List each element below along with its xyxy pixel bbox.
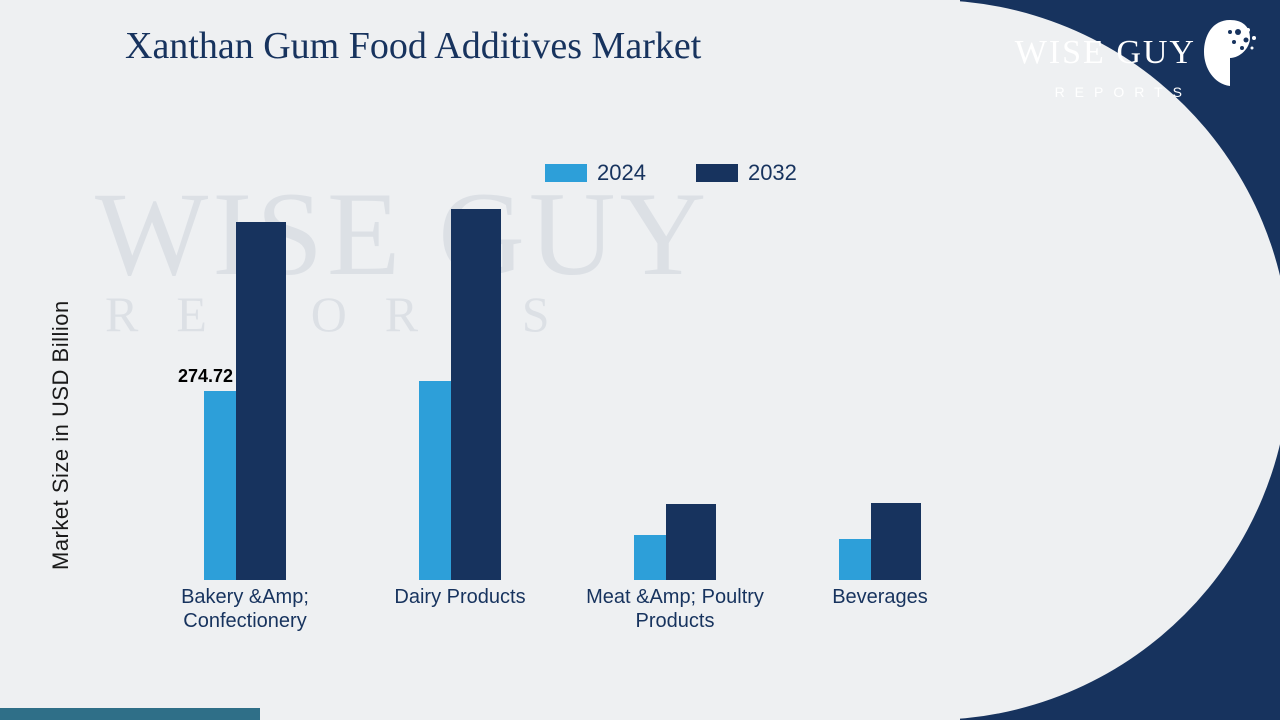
bar-pair — [385, 195, 535, 580]
legend-item-2024: 2024 — [545, 160, 646, 186]
legend-label-2032: 2032 — [748, 160, 797, 186]
legend-swatch-2032 — [696, 164, 738, 182]
logo-head-icon — [1200, 18, 1260, 88]
bar-2032 — [871, 503, 921, 580]
bar-group: Meat &Amp; Poultry Products — [600, 195, 750, 580]
x-axis-label: Meat &Amp; Poultry Products — [580, 585, 770, 633]
bar-group: Beverages — [805, 195, 955, 580]
legend: 2024 2032 — [545, 160, 797, 186]
legend-label-2024: 2024 — [597, 160, 646, 186]
brand-logo: WISE GUY REPORTS — [980, 18, 1260, 108]
chart-title: Xanthan Gum Food Additives Market — [125, 24, 701, 68]
bottom-accent-bar — [0, 708, 260, 720]
bar-pair — [170, 195, 320, 580]
y-axis-label: Market Size in USD Billion — [48, 300, 74, 570]
bar-2032 — [451, 209, 501, 580]
bar-pair — [600, 195, 750, 580]
logo-main-text: WISE GUY — [1015, 34, 1196, 72]
x-axis-label: Dairy Products — [365, 585, 555, 609]
bar-group: 274.72Bakery &Amp; Confectionery — [170, 195, 320, 580]
x-axis-label: Bakery &Amp; Confectionery — [150, 585, 340, 633]
x-axis-label: Beverages — [785, 585, 975, 609]
bar-group: Dairy Products — [385, 195, 535, 580]
legend-item-2032: 2032 — [696, 160, 797, 186]
legend-swatch-2024 — [545, 164, 587, 182]
bar-pair — [805, 195, 955, 580]
bar-value-label: 274.72 — [178, 366, 233, 387]
bar-2032 — [666, 504, 716, 580]
chart-canvas: WISE GUY REPORTS WISE GUY REPORTS — [0, 0, 1280, 720]
plot-area: 274.72Bakery &Amp; Confectionery Dairy Pr… — [100, 195, 920, 580]
bar-2032 — [236, 222, 286, 580]
